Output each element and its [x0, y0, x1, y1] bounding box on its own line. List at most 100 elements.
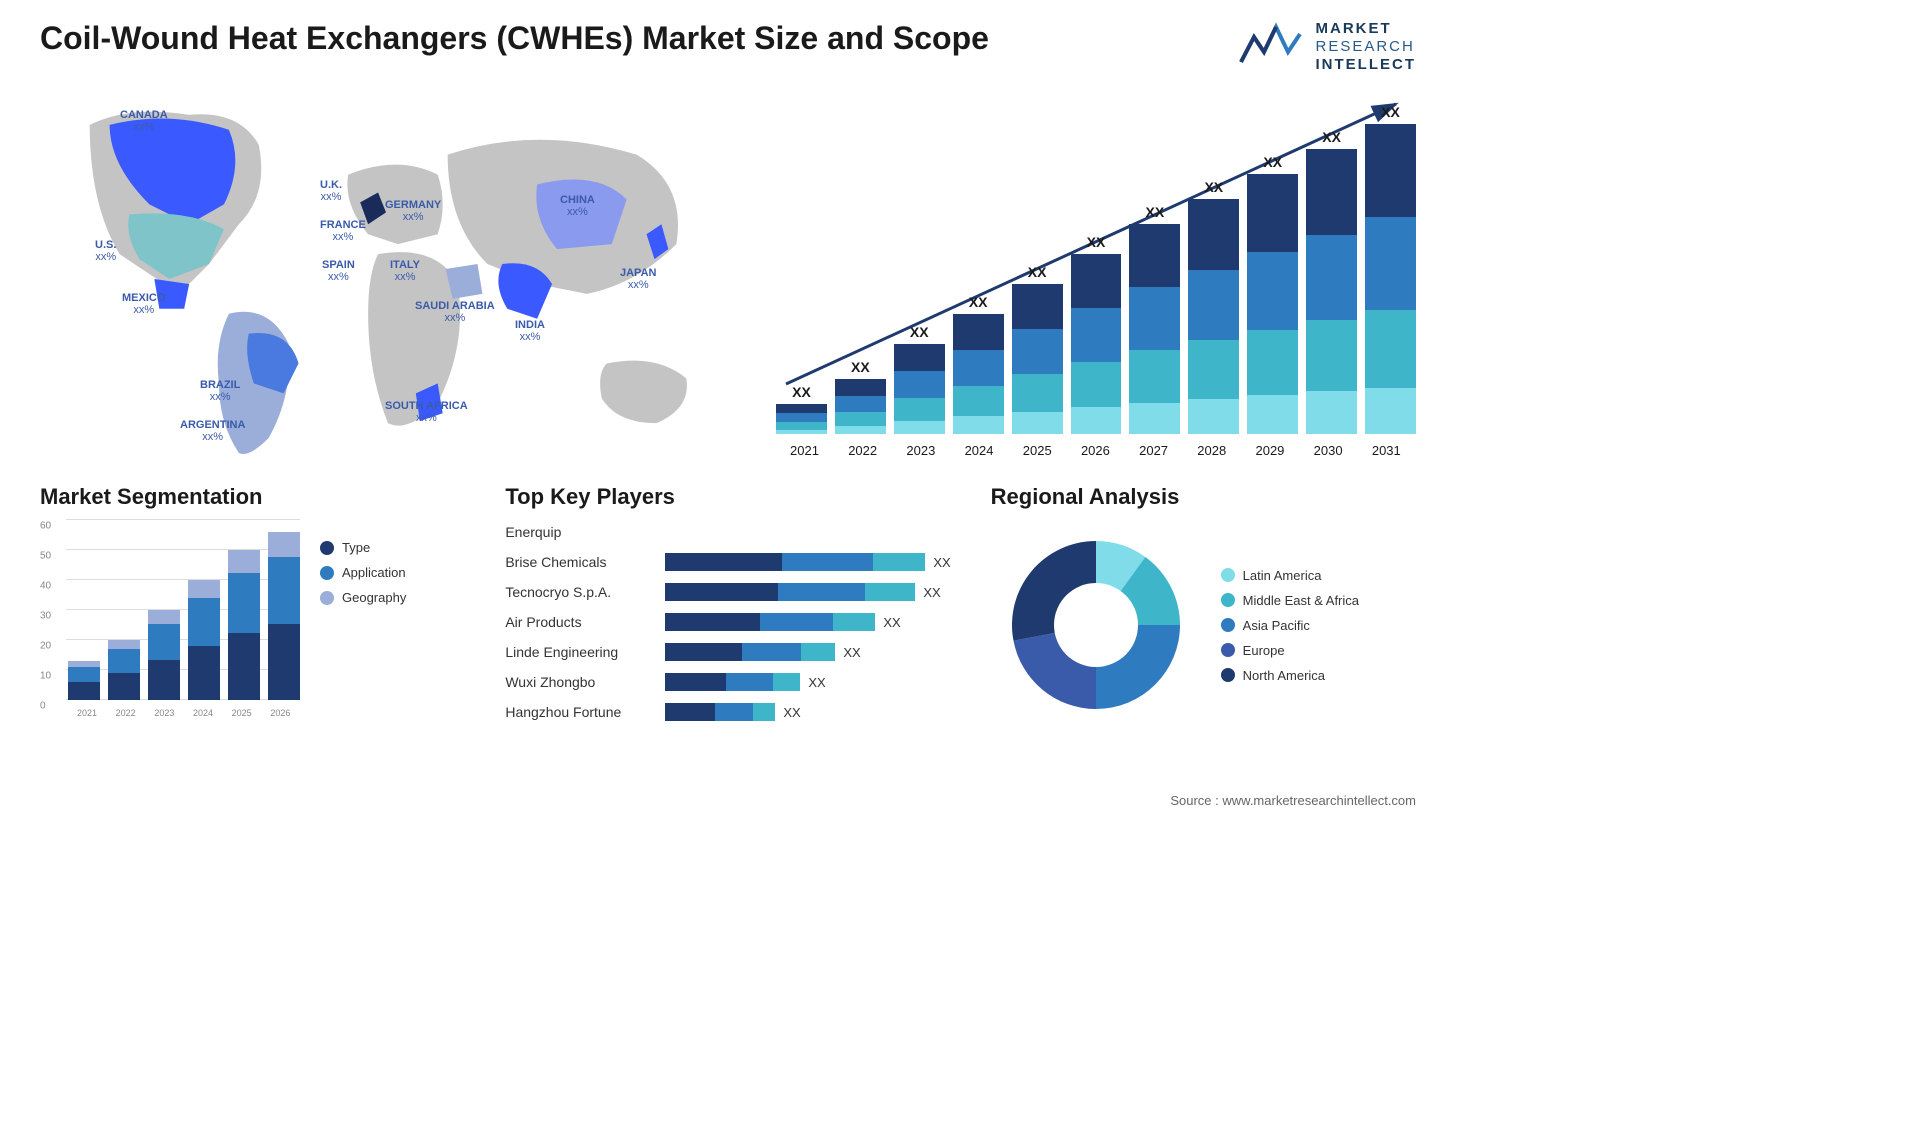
- seg-bar-segment: [228, 573, 260, 633]
- seg-bar: [268, 532, 300, 700]
- player-bar: [665, 673, 800, 691]
- player-bar: [665, 613, 875, 631]
- bar-value-label: XX: [1028, 264, 1047, 280]
- bar-segment: [835, 412, 886, 426]
- bar-column: XX: [1129, 204, 1180, 434]
- seg-bar: [188, 580, 220, 700]
- bar-segment: [1071, 308, 1122, 362]
- bar-segment: [835, 379, 886, 396]
- seg-bar: [148, 610, 180, 700]
- bar-segment: [894, 398, 945, 421]
- bar-value-label: XX: [969, 294, 988, 310]
- source-text: Source : www.marketresearchintellect.com: [1170, 793, 1416, 808]
- player-bar: [665, 703, 775, 721]
- bar-year-label: 2021: [776, 443, 833, 458]
- player-value: XX: [843, 645, 860, 660]
- bar-segment: [1188, 199, 1239, 270]
- player-name: Hangzhou Fortune: [505, 704, 655, 720]
- bar-segment: [1306, 391, 1357, 434]
- bar-year-label: 2024: [951, 443, 1008, 458]
- seg-bar-segment: [68, 667, 100, 683]
- player-value: XX: [883, 615, 900, 630]
- bar-segment: [1129, 350, 1180, 403]
- bar-segment: [1129, 403, 1180, 435]
- seg-bar-segment: [268, 624, 300, 700]
- bar-segment: [1129, 287, 1180, 350]
- player-bar-wrap: XX: [665, 673, 950, 691]
- seg-bar-segment: [148, 610, 180, 624]
- legend-item: Latin America: [1221, 568, 1359, 583]
- player-bar-segment: [865, 583, 915, 601]
- player-bar-segment: [665, 703, 715, 721]
- bar-segment: [776, 422, 827, 430]
- bar-value-label: XX: [851, 359, 870, 375]
- bar-column: XX: [1365, 104, 1416, 434]
- legend-label: Type: [342, 540, 370, 555]
- legend-item: Asia Pacific: [1221, 618, 1359, 633]
- legend-dot: [320, 541, 334, 555]
- bar-year-label: 2030: [1300, 443, 1357, 458]
- map-label: CANADAxx%: [120, 109, 168, 133]
- brand-logo: MARKET RESEARCH INTELLECT: [1236, 20, 1417, 74]
- legend-item: Europe: [1221, 643, 1359, 658]
- player-bar-wrap: XX: [665, 583, 950, 601]
- bar-year-label: 2031: [1358, 443, 1415, 458]
- map-label: JAPANxx%: [620, 267, 656, 291]
- seg-bar-segment: [188, 598, 220, 646]
- map-label: SAUDI ARABIAxx%: [415, 300, 495, 324]
- legend-item: Type: [320, 540, 406, 555]
- bar-segment: [1012, 329, 1063, 374]
- seg-bar-segment: [188, 646, 220, 700]
- bar-column: XX: [1247, 154, 1298, 434]
- player-value: XX: [933, 555, 950, 570]
- player-value: XX: [808, 675, 825, 690]
- legend-dot: [1221, 643, 1235, 657]
- logo-text: MARKET RESEARCH INTELLECT: [1316, 20, 1417, 74]
- seg-bar: [108, 640, 140, 700]
- player-name: Wuxi Zhongbo: [505, 674, 655, 690]
- bar-segment: [894, 371, 945, 398]
- bar-segment: [1365, 388, 1416, 435]
- seg-xlabel: 2026: [263, 708, 297, 718]
- seg-bar: [228, 550, 260, 700]
- legend-dot: [1221, 593, 1235, 607]
- map-label: BRAZILxx%: [200, 379, 240, 403]
- player-row: Linde EngineeringXX: [505, 640, 950, 664]
- player-bar-segment: [665, 583, 778, 601]
- bar-year-label: 2027: [1125, 443, 1182, 458]
- bar-segment: [1247, 330, 1298, 395]
- seg-bar-segment: [68, 682, 100, 700]
- seg-bar-segment: [148, 660, 180, 701]
- bar-value-label: XX: [1087, 234, 1106, 250]
- bar-segment: [1306, 320, 1357, 391]
- bar-segment: [1247, 252, 1298, 330]
- player-row: Hangzhou FortuneXX: [505, 700, 950, 724]
- bar-year-label: 2026: [1067, 443, 1124, 458]
- bar-segment: [1071, 407, 1122, 434]
- seg-bar-segment: [228, 550, 260, 573]
- legend-label: Asia Pacific: [1243, 618, 1310, 633]
- player-bar-wrap: XX: [665, 553, 950, 571]
- player-name: Tecnocryo S.p.A.: [505, 584, 655, 600]
- player-bar-segment: [715, 703, 754, 721]
- bar-segment: [894, 344, 945, 371]
- map-label: U.S.xx%: [95, 239, 116, 263]
- logo-icon: [1236, 22, 1306, 72]
- player-bar-segment: [801, 643, 835, 661]
- segmentation-legend: TypeApplicationGeography: [320, 520, 406, 720]
- map-label: ITALYxx%: [390, 259, 420, 283]
- bar-value-label: XX: [1322, 129, 1341, 145]
- players-title: Top Key Players: [505, 484, 950, 510]
- seg-xlabel: 2022: [109, 708, 143, 718]
- map-label: U.K.xx%: [320, 179, 342, 203]
- player-row: Air ProductsXX: [505, 610, 950, 634]
- regional-legend: Latin AmericaMiddle East & AfricaAsia Pa…: [1221, 568, 1359, 683]
- bar-segment: [835, 396, 886, 413]
- bar-column: XX: [1188, 179, 1239, 434]
- seg-bar-segment: [108, 640, 140, 649]
- player-bar: [665, 553, 925, 571]
- segmentation-title: Market Segmentation: [40, 484, 465, 510]
- bar-year-label: 2028: [1183, 443, 1240, 458]
- seg-bar-segment: [228, 633, 260, 701]
- bar-segment: [1188, 399, 1239, 434]
